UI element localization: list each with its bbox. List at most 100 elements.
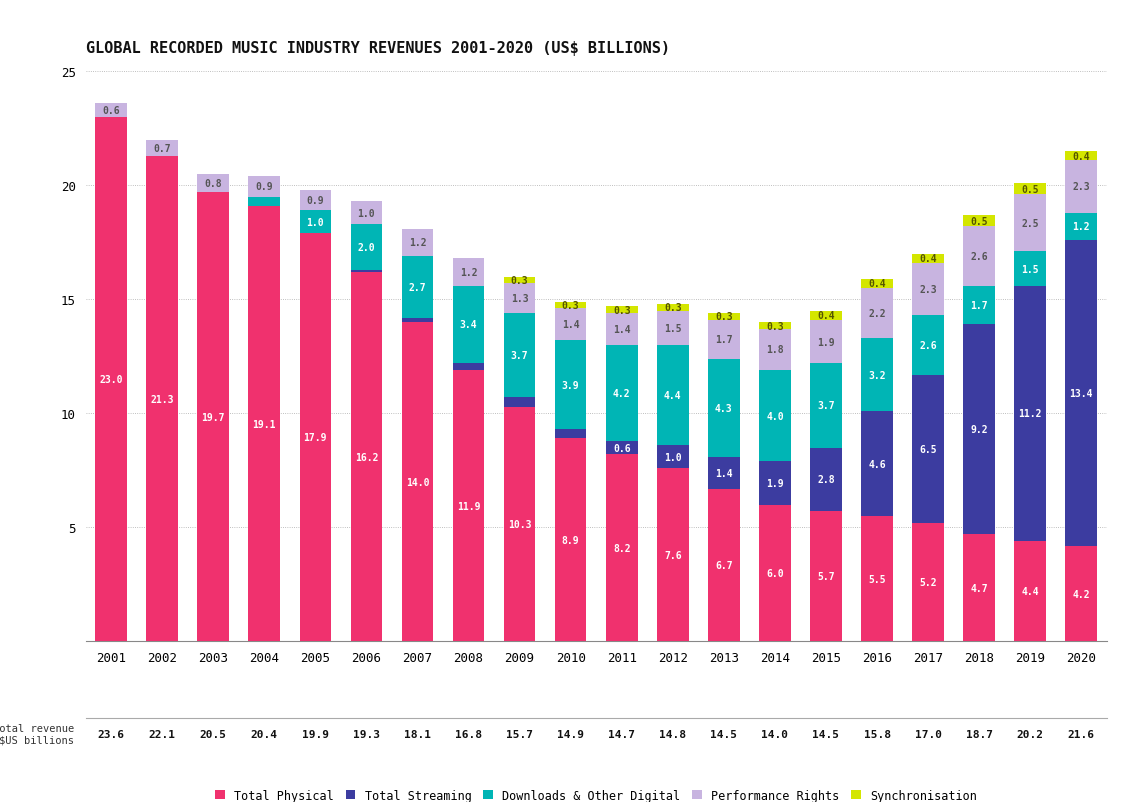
Bar	[709, 489, 739, 642]
Bar	[759, 322, 791, 330]
Bar	[963, 286, 995, 325]
Bar	[606, 455, 638, 642]
Text: 8.9: 8.9	[561, 535, 580, 545]
Text: 0.3: 0.3	[664, 303, 681, 313]
Text: 9.2: 9.2	[970, 425, 988, 435]
Bar	[555, 439, 586, 642]
Text: 4.4: 4.4	[664, 391, 681, 401]
Text: 20.5: 20.5	[200, 729, 227, 739]
Text: 1.4: 1.4	[715, 468, 733, 478]
Bar	[810, 512, 842, 642]
Bar	[1066, 152, 1097, 161]
Text: 0.9: 0.9	[256, 182, 273, 192]
Bar	[504, 398, 535, 407]
Text: 2.3: 2.3	[1073, 182, 1090, 192]
Text: 3.9: 3.9	[561, 380, 580, 391]
Text: 3.7: 3.7	[511, 350, 528, 361]
Text: 4.2: 4.2	[613, 388, 631, 399]
Text: 0.4: 0.4	[868, 279, 885, 289]
Bar	[96, 104, 127, 118]
Bar	[1066, 546, 1097, 642]
Text: 1.5: 1.5	[1021, 264, 1039, 274]
Text: 3.4: 3.4	[460, 320, 477, 330]
Bar	[913, 264, 944, 316]
Text: 4.0: 4.0	[766, 411, 784, 421]
Bar	[861, 516, 892, 642]
Text: 3.7: 3.7	[817, 401, 835, 411]
Text: 14.9: 14.9	[557, 729, 584, 739]
Bar	[249, 207, 280, 642]
Bar	[657, 346, 688, 446]
Bar	[963, 535, 995, 642]
Bar	[555, 341, 586, 430]
Text: 4.2: 4.2	[1073, 589, 1090, 599]
Text: 15.7: 15.7	[507, 729, 533, 739]
Bar	[350, 225, 382, 270]
Bar	[709, 457, 739, 489]
Bar	[657, 305, 688, 311]
Bar	[453, 364, 484, 371]
Text: 19.7: 19.7	[202, 412, 225, 422]
Bar	[861, 289, 892, 338]
Bar	[1014, 252, 1046, 286]
Text: 0.3: 0.3	[561, 301, 580, 310]
Bar	[1066, 241, 1097, 546]
Text: 2.2: 2.2	[868, 309, 885, 318]
Bar	[402, 322, 434, 642]
Bar	[606, 441, 638, 455]
Text: 8.2: 8.2	[613, 543, 631, 553]
Bar	[810, 321, 842, 364]
Bar	[861, 279, 892, 289]
Bar	[759, 330, 791, 371]
Bar	[657, 311, 688, 346]
Text: 0.8: 0.8	[204, 179, 222, 188]
Text: 0.4: 0.4	[817, 311, 835, 321]
Text: 5.2: 5.2	[920, 577, 937, 587]
Text: 23.0: 23.0	[99, 375, 123, 385]
Text: 14.5: 14.5	[812, 729, 840, 739]
Text: 20.4: 20.4	[251, 729, 277, 739]
Bar	[810, 448, 842, 512]
Bar	[759, 505, 791, 642]
Bar	[1014, 195, 1046, 252]
Text: 2.3: 2.3	[920, 285, 937, 294]
Bar	[249, 177, 280, 197]
Text: 14.8: 14.8	[659, 729, 686, 739]
Bar	[504, 284, 535, 314]
Text: 20.2: 20.2	[1017, 729, 1044, 739]
Bar	[350, 202, 382, 225]
Bar	[197, 193, 229, 642]
Bar	[350, 270, 382, 273]
Text: 11.2: 11.2	[1019, 409, 1042, 419]
Text: 21.3: 21.3	[151, 394, 173, 404]
Bar	[146, 140, 178, 156]
Text: 11.9: 11.9	[456, 501, 480, 511]
Bar	[555, 302, 586, 309]
Text: Total revenue
$US billions: Total revenue $US billions	[0, 723, 74, 744]
Text: 1.7: 1.7	[715, 334, 733, 345]
Bar	[402, 318, 434, 322]
Text: 1.7: 1.7	[970, 301, 988, 310]
Text: 0.3: 0.3	[715, 312, 733, 322]
Text: 2.6: 2.6	[970, 252, 988, 261]
Bar	[555, 309, 586, 341]
Text: 6.0: 6.0	[766, 569, 784, 578]
Text: 16.2: 16.2	[355, 452, 378, 462]
Bar	[913, 523, 944, 642]
Bar	[913, 254, 944, 264]
Text: 19.1: 19.1	[252, 419, 276, 429]
Bar	[861, 338, 892, 411]
Text: 21.6: 21.6	[1068, 729, 1094, 739]
Bar	[300, 191, 331, 211]
Text: 2.0: 2.0	[357, 242, 375, 253]
Text: 0.3: 0.3	[766, 321, 784, 331]
Text: 0.6: 0.6	[103, 106, 120, 116]
Bar	[1066, 213, 1097, 241]
Bar	[963, 227, 995, 286]
Text: 14.0: 14.0	[406, 477, 429, 487]
Bar	[759, 462, 791, 505]
Text: 23.6: 23.6	[98, 729, 124, 739]
Bar	[657, 446, 688, 468]
Text: 1.5: 1.5	[664, 323, 681, 334]
Text: 16.8: 16.8	[455, 729, 482, 739]
